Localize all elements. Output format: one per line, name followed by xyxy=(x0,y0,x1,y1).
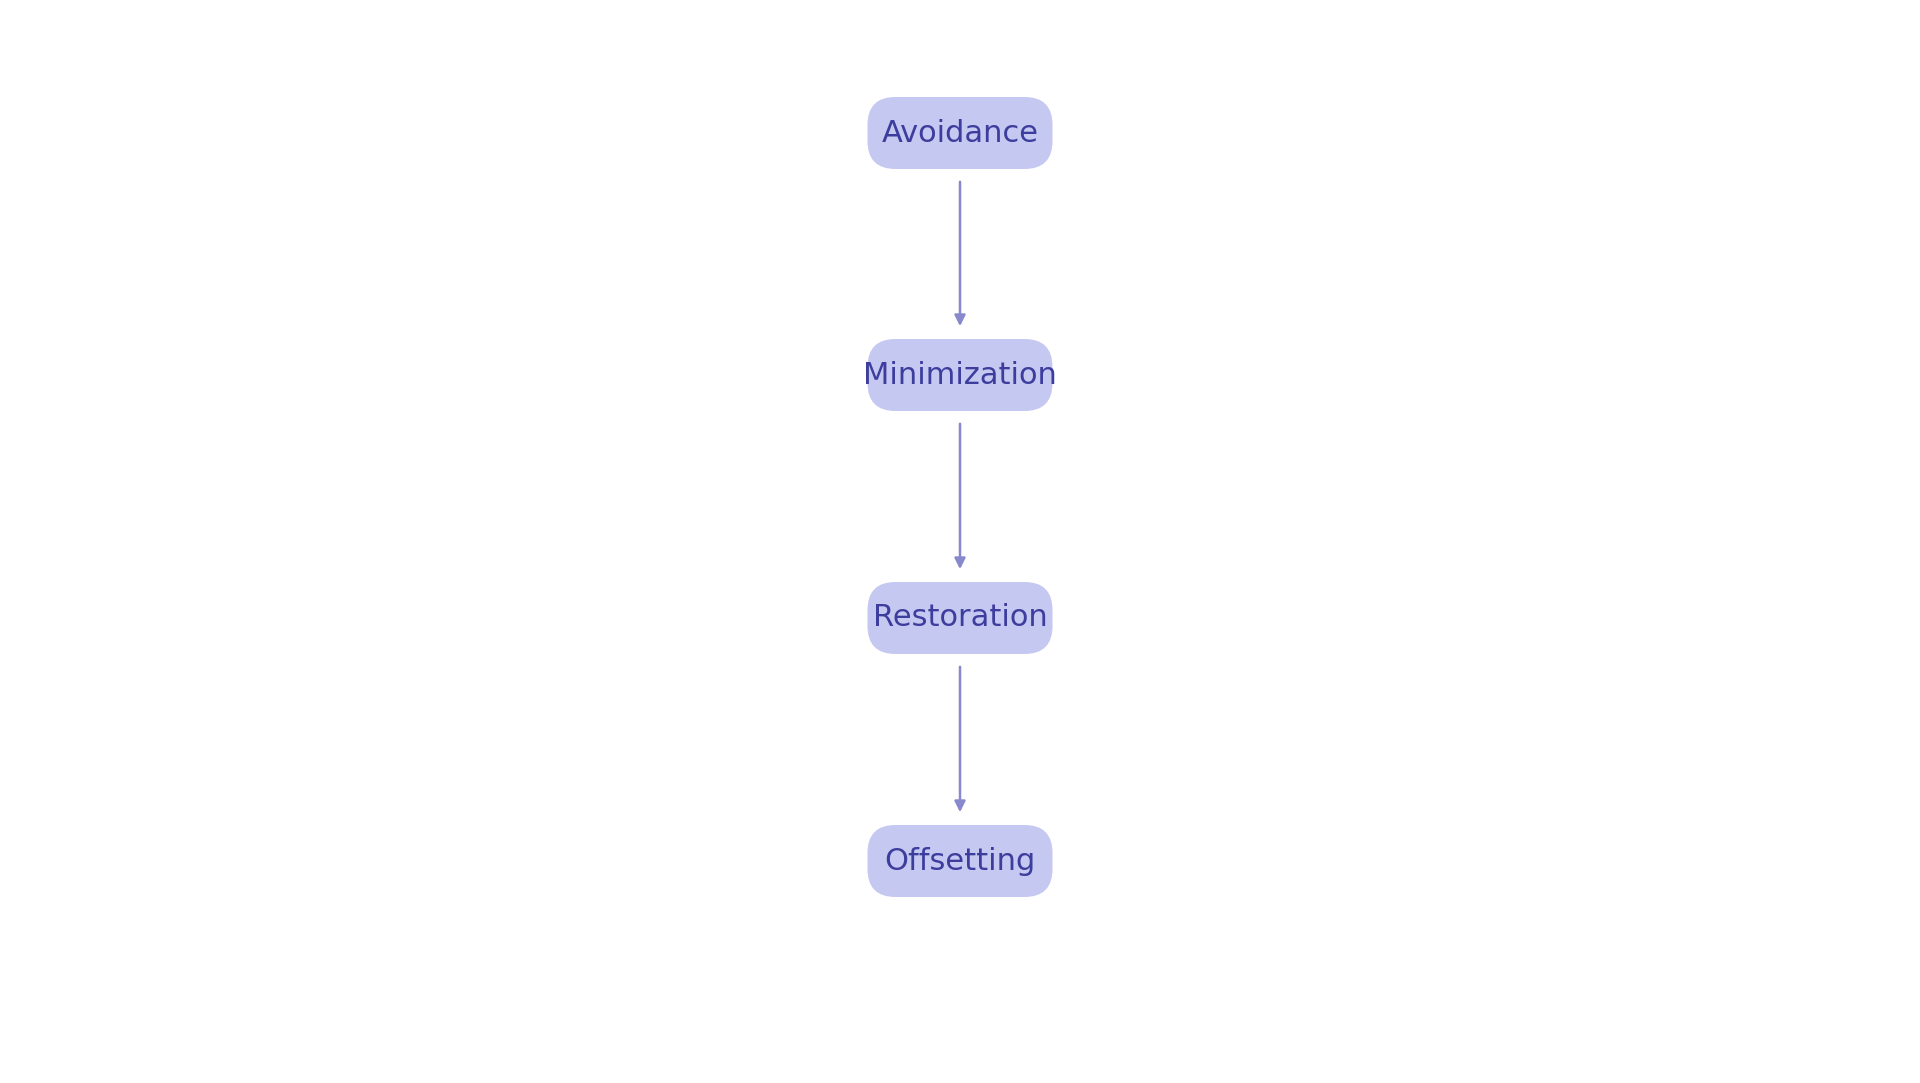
Text: Avoidance: Avoidance xyxy=(881,118,1039,147)
Text: Restoration: Restoration xyxy=(872,603,1048,632)
Text: Offsetting: Offsetting xyxy=(885,847,1035,875)
Text: Minimization: Minimization xyxy=(864,361,1056,390)
FancyBboxPatch shape xyxy=(868,339,1052,412)
FancyBboxPatch shape xyxy=(868,97,1052,169)
FancyBboxPatch shape xyxy=(868,582,1052,654)
FancyBboxPatch shape xyxy=(868,825,1052,897)
